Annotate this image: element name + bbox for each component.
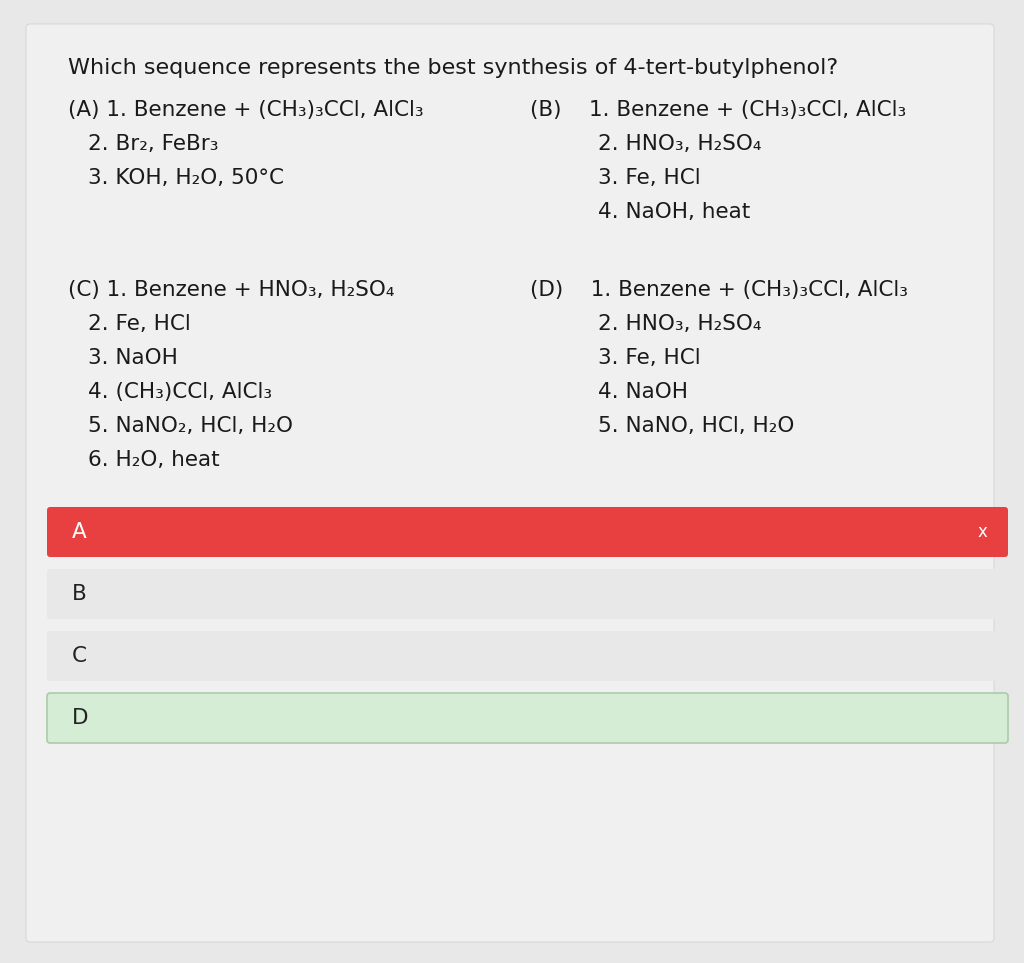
FancyBboxPatch shape [47,569,1008,619]
Text: (B)    1. Benzene + (CH₃)₃CCl, AlCl₃: (B) 1. Benzene + (CH₃)₃CCl, AlCl₃ [530,100,906,120]
Text: 4. NaOH, heat: 4. NaOH, heat [598,202,751,222]
FancyBboxPatch shape [26,24,994,942]
FancyBboxPatch shape [47,631,1008,681]
Text: 3. KOH, H₂O, 50°C: 3. KOH, H₂O, 50°C [88,168,284,188]
FancyBboxPatch shape [47,693,1008,743]
Text: 2. HNO₃, H₂SO₄: 2. HNO₃, H₂SO₄ [598,314,762,334]
Text: 5. NaNO₂, HCl, H₂O: 5. NaNO₂, HCl, H₂O [88,416,293,436]
Text: A: A [72,522,87,542]
Text: 2. Br₂, FeBr₃: 2. Br₂, FeBr₃ [88,134,218,154]
Text: x: x [977,523,987,541]
Text: (C) 1. Benzene + HNO₃, H₂SO₄: (C) 1. Benzene + HNO₃, H₂SO₄ [68,280,394,300]
Text: 3. NaOH: 3. NaOH [88,348,178,368]
Text: 2. HNO₃, H₂SO₄: 2. HNO₃, H₂SO₄ [598,134,762,154]
Text: 3. Fe, HCl: 3. Fe, HCl [598,168,700,188]
Text: 2. Fe, HCl: 2. Fe, HCl [88,314,190,334]
Text: (A) 1. Benzene + (CH₃)₃CCl, AlCl₃: (A) 1. Benzene + (CH₃)₃CCl, AlCl₃ [68,100,424,120]
Text: C: C [72,646,87,666]
Text: 3. Fe, HCl: 3. Fe, HCl [598,348,700,368]
Text: 5. NaNO, HCl, H₂O: 5. NaNO, HCl, H₂O [598,416,795,436]
Text: D: D [72,708,88,728]
Text: 4. NaOH: 4. NaOH [598,382,688,402]
Text: B: B [72,584,87,604]
Text: (D)    1. Benzene + (CH₃)₃CCl, AlCl₃: (D) 1. Benzene + (CH₃)₃CCl, AlCl₃ [530,280,908,300]
FancyBboxPatch shape [47,507,1008,557]
Text: 6. H₂O, heat: 6. H₂O, heat [88,450,219,470]
Text: 4. (CH₃)CCl, AlCl₃: 4. (CH₃)CCl, AlCl₃ [88,382,272,402]
Text: Which sequence represents the best synthesis of 4-tert-butylphenol?: Which sequence represents the best synth… [68,58,838,78]
